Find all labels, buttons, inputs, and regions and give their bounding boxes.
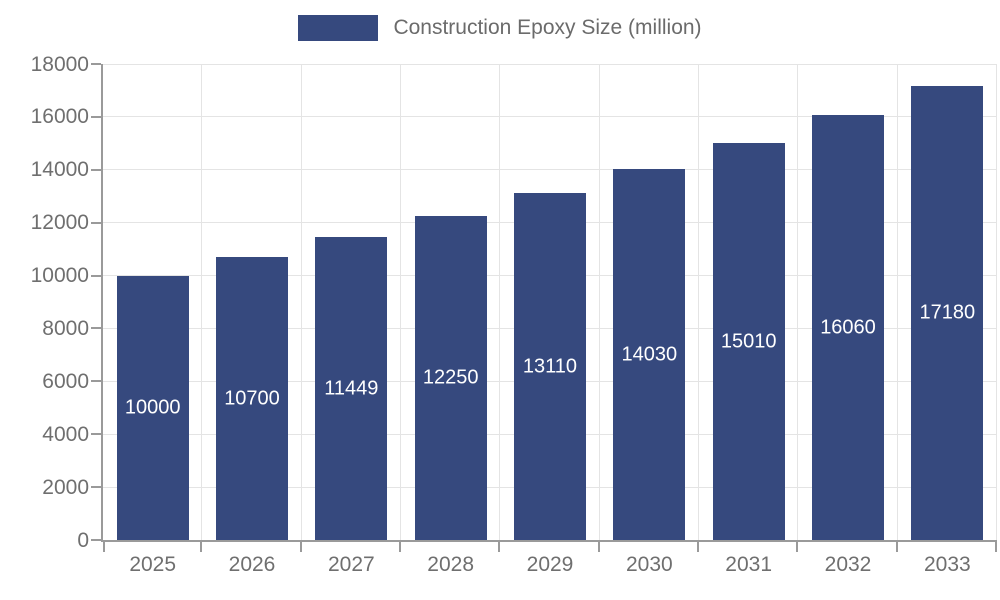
- y-axis-tick: [91, 327, 101, 330]
- y-axis-tick: [91, 115, 101, 118]
- x-axis-tick: [399, 542, 401, 552]
- legend-label: Construction Epoxy Size (million): [393, 16, 702, 39]
- legend-swatch: [298, 15, 379, 41]
- y-tick-label: 4000: [42, 422, 89, 446]
- bar-value-label: 16060: [820, 316, 876, 339]
- x-axis-tick: [200, 542, 203, 552]
- x-gridline: [400, 64, 401, 540]
- y-tick-label: 0: [77, 528, 89, 552]
- x-gridline: [598, 64, 600, 540]
- y-axis-tick: [91, 539, 101, 541]
- bar: 14030: [613, 169, 686, 540]
- x-tick-label: 2032: [824, 553, 872, 576]
- bar-value-label: 15010: [720, 330, 777, 353]
- bar-value-label: 14030: [621, 343, 678, 365]
- x-axis-tick: [299, 542, 302, 552]
- y-axis-tick: [91, 168, 101, 171]
- x-gridline: [300, 64, 302, 540]
- x-axis-tick: [895, 542, 898, 552]
- y-axis-tick: [91, 63, 101, 65]
- bar: 10700: [216, 257, 288, 540]
- bar-value-label: 11449: [324, 377, 379, 400]
- x-axis-tick: [597, 542, 600, 552]
- x-tick-label: 2025: [129, 553, 177, 576]
- y-axis-tick: [91, 274, 101, 277]
- bar-value-label: 12250: [422, 366, 479, 389]
- x-tick-label: 2026: [228, 553, 276, 576]
- y-tick-label: 2000: [42, 475, 89, 499]
- x-tick-label: 2033: [923, 553, 971, 576]
- x-tick-label: 2028: [427, 553, 475, 576]
- x-axis-tick: [103, 542, 105, 552]
- y-tick-label: 6000: [42, 369, 89, 393]
- bar-value-label: 13110: [522, 355, 578, 378]
- y-gridline: [103, 63, 997, 65]
- bar: 12250: [414, 216, 487, 540]
- y-tick-label: 10000: [30, 264, 89, 288]
- bar: 16060: [812, 115, 884, 540]
- y-tick-label: 14000: [30, 158, 89, 182]
- x-gridline: [698, 64, 699, 540]
- x-tick-label: 2029: [526, 553, 574, 576]
- x-axis-tick: [697, 542, 699, 552]
- bar: 13110: [514, 193, 586, 540]
- bar: 17180: [911, 85, 984, 540]
- x-gridline: [499, 64, 501, 540]
- y-tick-label: 16000: [30, 105, 89, 129]
- y-tick-label: 12000: [30, 211, 89, 235]
- plot-area: 0 2000 4000 6000 8000 10000 12000 14000 16000 180…: [31, 54, 997, 576]
- y-axis-tick: [91, 433, 101, 436]
- y-gridline: [103, 116, 997, 118]
- bar: 11449: [315, 237, 388, 540]
- x-gridline: [201, 64, 203, 540]
- x-axis-tick: [796, 542, 799, 552]
- y-gridline: [103, 169, 997, 171]
- x-gridline: [797, 64, 799, 540]
- x-gridline: [996, 64, 997, 540]
- bar-value-label: 10700: [224, 387, 280, 410]
- x-axis-tick: [498, 542, 501, 552]
- y-axis-tick: [91, 380, 101, 383]
- bar-value-label: 17180: [919, 301, 976, 324]
- x-tick-label: 2030: [625, 553, 673, 576]
- bar: 10000: [116, 275, 189, 540]
- y-axis-tick: [91, 221, 101, 224]
- x-tick-label: 2031: [725, 553, 773, 576]
- x-gridline: [896, 64, 898, 540]
- legend: Construction Epoxy Size (million): [0, 15, 1000, 41]
- bar: 15010: [712, 143, 785, 540]
- y-tick-label: 18000: [30, 52, 89, 76]
- y-tick-label: 8000: [42, 316, 89, 340]
- x-axis-tick: [995, 542, 997, 552]
- y-axis-tick: [91, 486, 101, 489]
- bar-value-label: 10000: [124, 396, 181, 419]
- x-tick-label: 2027: [327, 553, 375, 576]
